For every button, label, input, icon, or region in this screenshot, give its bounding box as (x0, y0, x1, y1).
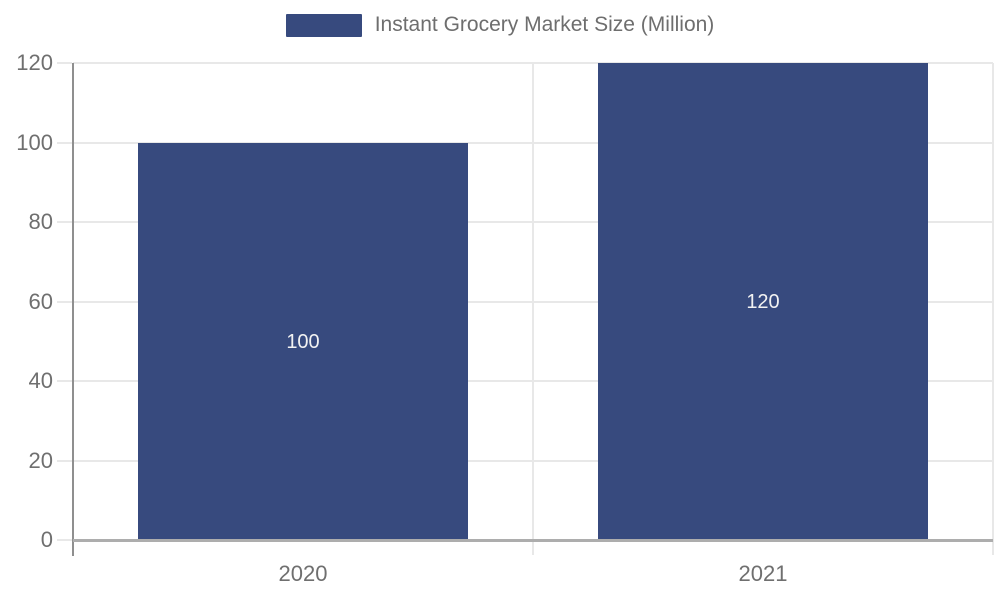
y-axis-tick (57, 221, 72, 223)
y-tick-label: 40 (28, 368, 53, 393)
x-axis-tick (992, 540, 994, 555)
bar[interactable]: 120 (598, 63, 928, 540)
x-tick-label: 2020 (278, 561, 328, 586)
x-axis-line (73, 539, 993, 542)
y-axis-tick (57, 460, 72, 462)
y-axis-tick (57, 539, 72, 541)
y-axis-tick (57, 301, 72, 303)
y-axis-tick (57, 142, 72, 144)
y-tick-label: 100 (16, 130, 53, 155)
y-axis-line (72, 63, 74, 556)
legend-swatch (285, 13, 362, 37)
legend-label: Instant Grocery Market Size (Million) (374, 13, 715, 36)
plot-area: 0 20 40 60 80 100 120 100 2020 120 2021 (16, 51, 994, 586)
legend[interactable]: Instant Grocery Market Size (Million) (0, 13, 1000, 37)
y-axis-tick (57, 62, 72, 64)
x-axis-tick (532, 540, 534, 555)
y-tick-label: 0 (40, 527, 53, 552)
x-tick-label: 2021 (738, 561, 788, 586)
gridline-vertical (992, 63, 994, 540)
y-axis-tick (57, 380, 72, 382)
y-tick-label: 120 (16, 50, 53, 75)
gridline-vertical (532, 63, 534, 540)
bar-value-label: 120 (746, 290, 780, 313)
y-tick-label: 80 (28, 209, 53, 234)
bar[interactable]: 100 (138, 143, 468, 540)
y-tick-label: 60 (28, 289, 53, 314)
bar-value-label: 100 (286, 330, 320, 353)
y-tick-label: 20 (28, 448, 53, 473)
